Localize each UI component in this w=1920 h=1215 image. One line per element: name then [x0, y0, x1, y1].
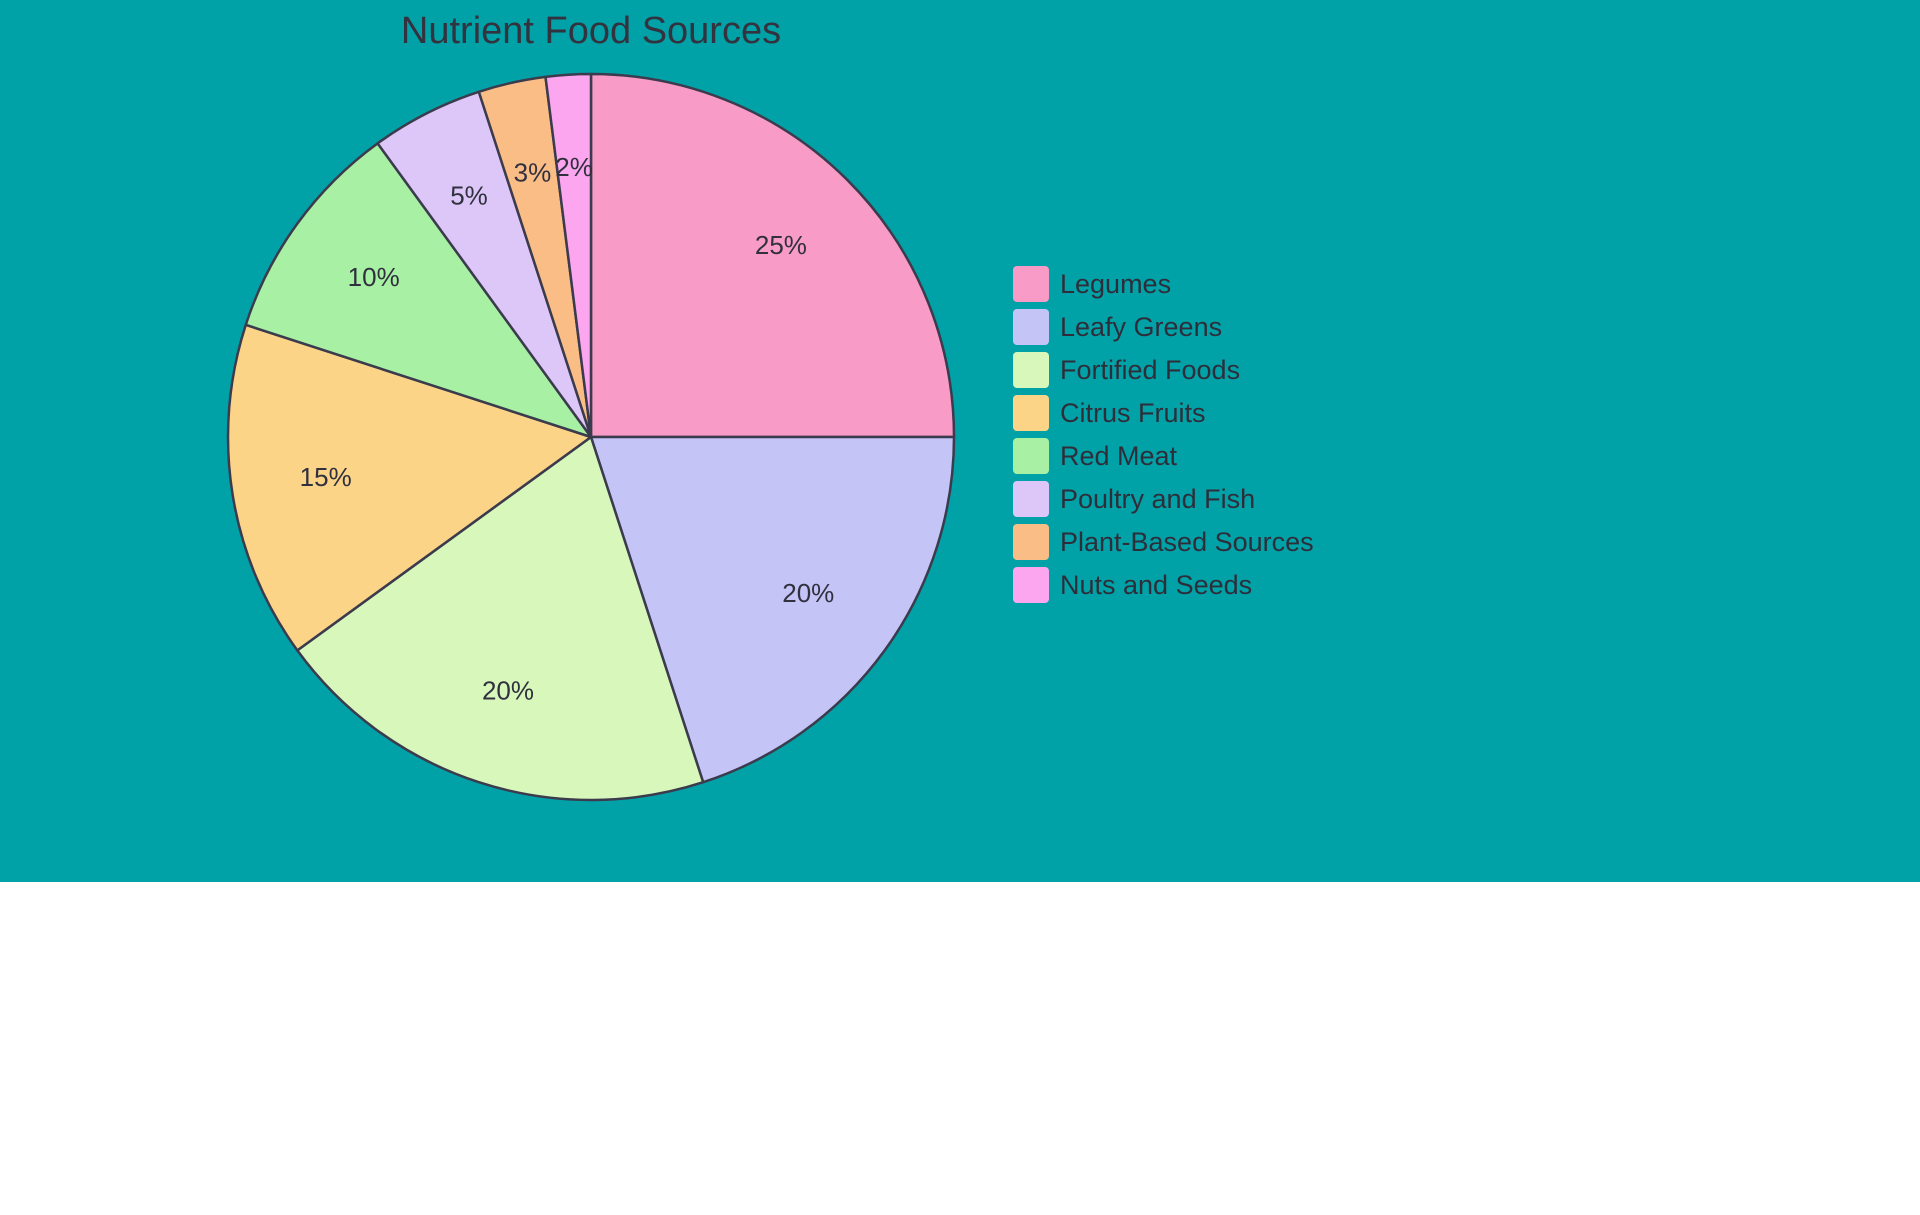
- legend-swatch: [1013, 438, 1049, 474]
- legend-item: Red Meat: [1013, 438, 1314, 474]
- legend: Legumes Leafy Greens Fortified Foods Citrus…: [1013, 266, 1314, 603]
- legend-label: Fortified Foods: [1060, 354, 1241, 385]
- pie-chart-svg: 25% 20% 20% 15% 10% 5% 3% 2%: [226, 72, 956, 802]
- chart-panel: 25% 20% 20% 15% 10% 5% 3% 2% Nutrient Food Sour…: [0, 0, 1920, 882]
- pie-slice-label: 15%: [300, 462, 352, 492]
- legend-item: Nuts and Seeds: [1013, 567, 1314, 603]
- legend-item: Fortified Foods: [1013, 352, 1314, 388]
- pie-slice-label: 10%: [348, 262, 400, 292]
- legend-item: Poultry and Fish: [1013, 481, 1314, 517]
- pie-slice-leafy-greens: [589, 435, 956, 784]
- pie-slice-fortified-foods: [296, 435, 705, 802]
- chart-title: Nutrient Food Sources: [400, 10, 782, 52]
- pie-slice-label: 20%: [782, 578, 834, 608]
- legend-label: Citrus Fruits: [1060, 397, 1206, 428]
- legend-label: Plant-Based Sources: [1060, 526, 1314, 557]
- legend-label: Nuts and Seeds: [1060, 569, 1253, 600]
- legend-swatch: [1013, 309, 1049, 345]
- legend-swatch: [1013, 567, 1049, 603]
- legend-item: Citrus Fruits: [1013, 395, 1314, 431]
- legend-item: Leafy Greens: [1013, 309, 1314, 345]
- legend-label: Poultry and Fish: [1060, 483, 1256, 514]
- pie-slice-label: 25%: [755, 230, 807, 260]
- legend-swatch: [1013, 266, 1049, 302]
- legend-swatch: [1013, 524, 1049, 560]
- legend-label: Red Meat: [1060, 440, 1178, 471]
- legend-label: Leafy Greens: [1060, 311, 1223, 342]
- legend-swatch: [1013, 352, 1049, 388]
- legend-swatch: [1013, 481, 1049, 517]
- legend-swatch: [1013, 395, 1049, 431]
- legend-label: Legumes: [1060, 268, 1172, 299]
- legend-item: Plant-Based Sources: [1013, 524, 1314, 560]
- pie-slice-legumes: [589, 72, 956, 439]
- pie-slice-label: 2%: [555, 152, 593, 182]
- pie-slice-label: 20%: [482, 675, 534, 705]
- pie-slice-label: 3%: [514, 158, 552, 188]
- pie-slice-label: 5%: [450, 181, 488, 211]
- pie-slice-nuts-and-seeds: [544, 72, 593, 439]
- pie-slice-red-meat: [244, 142, 593, 439]
- legend-item: Legumes: [1013, 266, 1314, 302]
- pie-slice-citrus-fruits: [226, 323, 593, 652]
